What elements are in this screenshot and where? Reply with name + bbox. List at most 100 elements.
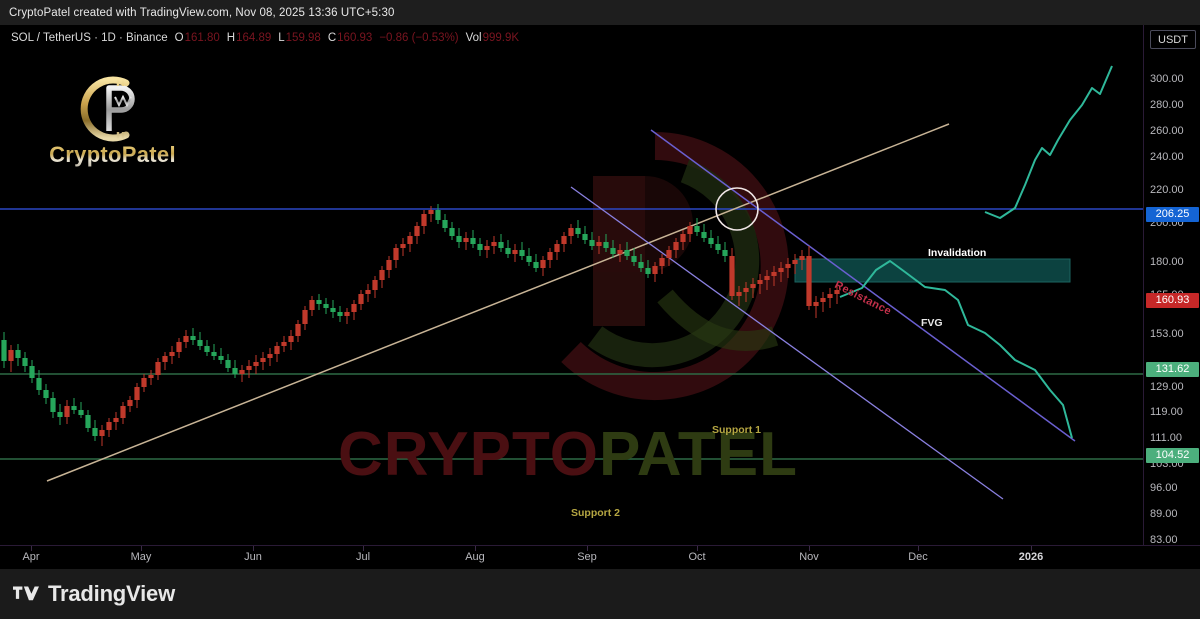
bearish-projection-path [839, 260, 1073, 439]
uptrend-support-line [46, 123, 950, 482]
candle-body [617, 250, 623, 254]
candle-body [78, 410, 84, 415]
candle-body [337, 312, 343, 316]
candle-body [435, 210, 441, 220]
candle-body [358, 294, 364, 304]
candle-body [407, 236, 413, 244]
candle-body [533, 262, 539, 268]
price-tick: 83.00 [1150, 534, 1178, 546]
support2-price-pill[interactable]: 104.52 [1146, 448, 1199, 463]
candle-body [575, 228, 581, 234]
ohlc-open-value: 161.80 [184, 32, 220, 44]
circular-logo-watermark [561, 132, 789, 400]
candle-body [106, 422, 112, 430]
candle-body [715, 244, 721, 250]
candle-body [694, 226, 700, 232]
fvg-label: FVG [921, 317, 943, 329]
candle-body [22, 358, 28, 366]
candle-body [603, 242, 609, 248]
candle-body [680, 234, 686, 242]
candle-body [778, 268, 784, 272]
candle-body [379, 270, 385, 280]
last-price-pill[interactable]: 160.93 [1146, 293, 1199, 308]
candle-body [344, 312, 350, 316]
candle-body [673, 242, 679, 250]
ohlc-low-key: L [278, 32, 285, 44]
candle-body [197, 340, 203, 346]
candle-body [232, 368, 238, 374]
candle-body [792, 260, 798, 264]
candle-body [1, 340, 7, 361]
candle-body [99, 430, 105, 436]
invalidation-label: Invalidation [928, 247, 987, 259]
candle-body [365, 290, 371, 294]
price-tick: 180.00 [1150, 256, 1184, 268]
candle-body [764, 276, 770, 280]
candle-body [50, 398, 56, 412]
time-tick-separator [363, 546, 364, 551]
candle-body [512, 250, 518, 254]
candle-body [36, 378, 42, 390]
candle-body [71, 406, 77, 410]
candle-body [820, 298, 826, 302]
time-tick-separator [253, 546, 254, 551]
candle-body [190, 336, 196, 340]
candle-body [414, 226, 420, 236]
time-tick: May [130, 551, 152, 563]
candlestick-series [1, 204, 840, 446]
chart-legend[interactable]: SOL / TetherUS · 1D · Binance O 161.80 H… [0, 25, 1143, 51]
candle-body [8, 350, 14, 361]
support1-label: Support 1 [712, 424, 761, 436]
attribution-text: CryptoPatel created with TradingView.com… [9, 6, 395, 19]
candle-body [554, 244, 560, 252]
candle-body [302, 310, 308, 324]
candle-body [225, 360, 231, 368]
candle-body [372, 280, 378, 290]
candle-body [239, 370, 245, 374]
candle-body [246, 366, 252, 370]
price-tick: 260.00 [1150, 125, 1184, 137]
time-scale[interactable]: Apr May Jun Jul Aug Sep Oct Nov Dec 2026 [0, 545, 1200, 569]
ohlc-high-key: H [226, 32, 236, 44]
chart-plot-area[interactable]: CRYPTOPATEL Invalidation FVG Support 1 S… [0, 51, 1143, 545]
time-tick-separator [697, 546, 698, 551]
candle-body [736, 292, 742, 296]
time-tick: Jun [244, 551, 262, 563]
candle-body [113, 418, 119, 422]
candle-body [589, 240, 595, 246]
time-tick: 2026 [1018, 551, 1044, 563]
ohlc-high-value: 164.89 [236, 32, 272, 44]
candle-body [645, 268, 651, 274]
candle-body [610, 248, 616, 254]
price-scale[interactable]: USDT 300.00 280.00 260.00 240.00 220.00 200.0… [1143, 25, 1200, 546]
support1-price-pill[interactable]: 131.62 [1146, 362, 1199, 377]
candle-body [834, 290, 840, 294]
symbol-title[interactable]: SOL / TetherUS · 1D · Binance [11, 32, 168, 44]
candle-body [211, 352, 217, 356]
price-tick: 300.00 [1150, 73, 1184, 85]
invalidation-price-pill[interactable]: 206.25 [1146, 207, 1199, 222]
volume-key: Vol [465, 32, 482, 44]
ohlc-close-value: 160.93 [337, 32, 373, 44]
currency-badge[interactable]: USDT [1150, 30, 1196, 49]
candle-body [92, 428, 98, 436]
candle-body [64, 406, 70, 417]
candle-body [267, 354, 273, 358]
price-tick: 280.00 [1150, 99, 1184, 111]
candle-body [701, 232, 707, 238]
candle-body [295, 324, 301, 336]
candle-body [43, 390, 49, 398]
candle-body [393, 248, 399, 260]
price-tick: 96.00 [1150, 482, 1178, 494]
candle-body [57, 412, 63, 417]
ohlc-close-key: C [327, 32, 337, 44]
candle-body [463, 238, 469, 242]
time-tick-separator [475, 546, 476, 551]
time-tick-separator [587, 546, 588, 551]
candle-body [148, 375, 154, 378]
time-tick: Dec [908, 551, 928, 563]
time-tick: Nov [799, 551, 819, 563]
attribution-bar: CryptoPatel created with TradingView.com… [0, 0, 1200, 25]
candle-body [260, 358, 266, 362]
candle-body [750, 284, 756, 288]
